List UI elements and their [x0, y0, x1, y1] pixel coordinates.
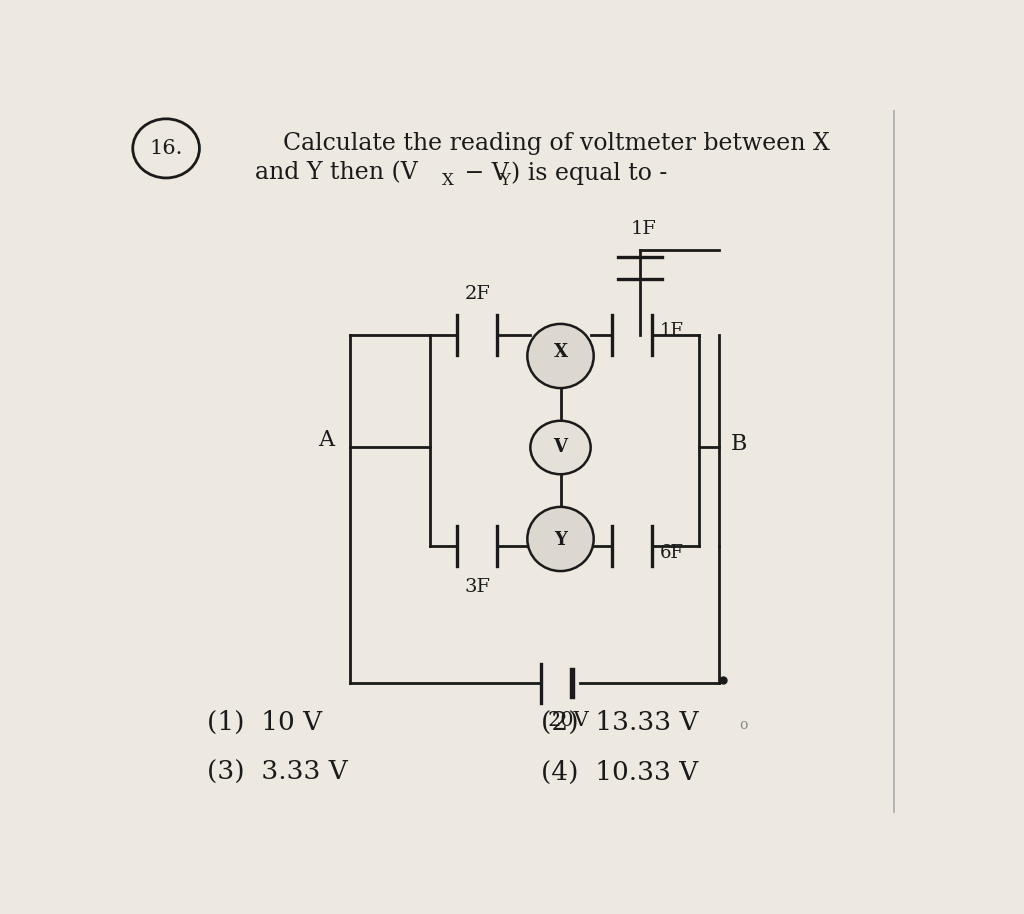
Text: (3)  3.33 V: (3) 3.33 V — [207, 760, 348, 785]
Text: (2)  13.33 V: (2) 13.33 V — [541, 709, 698, 735]
Text: 2F: 2F — [464, 285, 490, 303]
Text: V: V — [554, 439, 567, 456]
Text: 3F: 3F — [464, 578, 490, 596]
Text: 20V: 20V — [548, 711, 590, 730]
Text: and Y then (V: and Y then (V — [255, 162, 418, 185]
Text: − V: − V — [458, 162, 509, 185]
Ellipse shape — [527, 324, 594, 388]
Text: o: o — [739, 718, 748, 732]
Text: (1)  10 V: (1) 10 V — [207, 709, 323, 735]
Text: (4)  10.33 V: (4) 10.33 V — [541, 760, 698, 785]
Text: Calculate the reading of voltmeter between X: Calculate the reading of voltmeter betwe… — [283, 132, 830, 155]
Ellipse shape — [527, 507, 594, 571]
Text: X: X — [553, 344, 567, 361]
Circle shape — [530, 420, 591, 474]
Text: ) is equal to -: ) is equal to - — [511, 161, 668, 185]
Text: B: B — [731, 433, 748, 455]
Text: 1F: 1F — [631, 219, 656, 238]
Text: X: X — [441, 172, 454, 188]
Text: 1F: 1F — [659, 323, 684, 340]
Text: Y: Y — [554, 531, 567, 549]
Text: A: A — [318, 430, 334, 452]
Text: 6F: 6F — [659, 544, 684, 562]
Text: 16.: 16. — [150, 139, 182, 158]
Text: Y: Y — [500, 172, 510, 188]
